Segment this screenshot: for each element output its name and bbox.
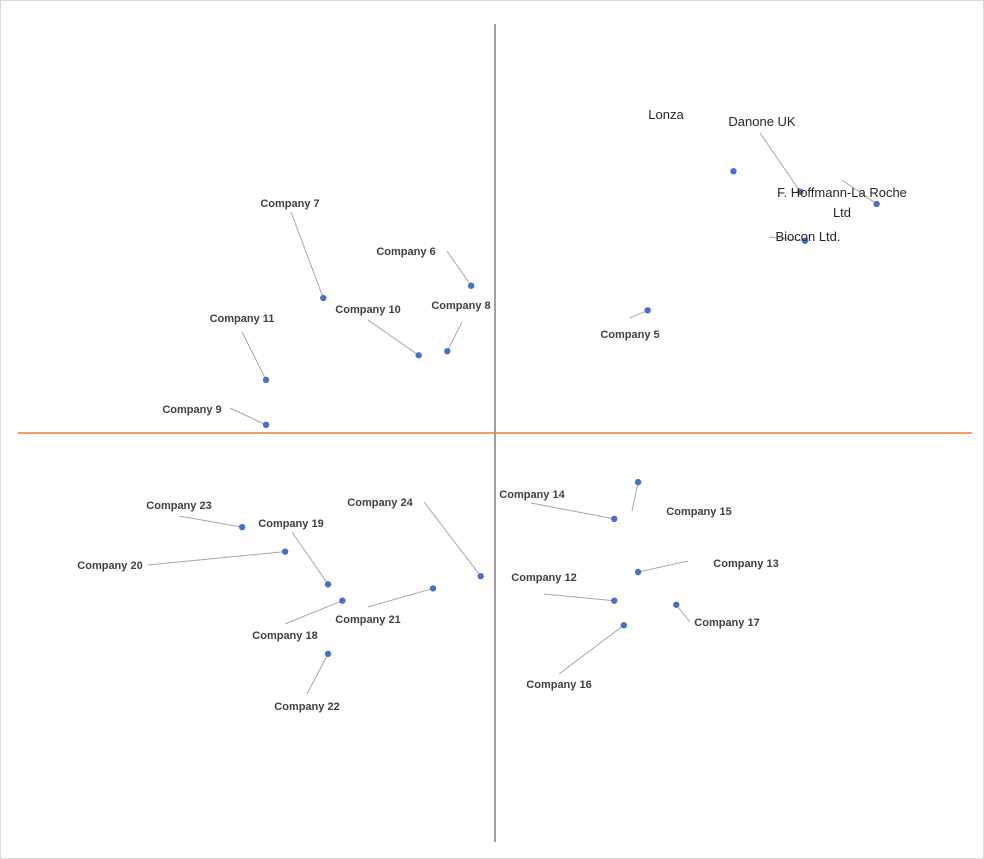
- data-label-p24: Company 24: [347, 497, 413, 509]
- data-label-p14: Company 14: [499, 489, 565, 501]
- data-label-p19: Company 19: [258, 518, 323, 530]
- leader-line-p19: [291, 531, 329, 585]
- data-label-p10: Company 10: [335, 304, 400, 316]
- data-label-p18: Company 18: [252, 630, 317, 642]
- leader-line-p17: [675, 604, 691, 623]
- data-point-p7: [320, 294, 327, 302]
- leader-line-p16: [558, 624, 625, 675]
- data-point-p2: [797, 188, 804, 195]
- data-point-p5: [644, 307, 651, 314]
- data-point-p17: [673, 601, 680, 608]
- data-point-p8: [444, 348, 451, 355]
- data-label-p8: Company 8: [431, 300, 490, 312]
- data-point-p21: [429, 585, 437, 592]
- leader-line-p24: [423, 501, 482, 577]
- data-point-p11: [262, 376, 270, 384]
- leader-line-p5: [629, 309, 648, 319]
- data-point-p4: [801, 237, 809, 244]
- data-point-p6: [467, 282, 475, 289]
- data-label-p16: Company 16: [526, 679, 591, 691]
- data-label-p4: Biocon Ltd.: [775, 229, 840, 244]
- data-label-p2: Danone UK: [728, 114, 796, 129]
- data-point-p22: [324, 650, 332, 658]
- data-point-p1: [730, 168, 737, 175]
- data-point-p16: [620, 622, 627, 629]
- leader-lines: [147, 132, 877, 695]
- data-label-p3: F. Hoffmann-La Roche Ltd: [777, 185, 907, 220]
- data-point-p9: [262, 421, 270, 429]
- leader-line-p20: [147, 551, 286, 566]
- data-label-p1: Lonza: [648, 107, 684, 122]
- data-point-p19: [324, 581, 332, 588]
- leader-line-p6: [446, 250, 472, 287]
- leader-line-p12: [543, 593, 615, 602]
- data-point-p24: [477, 572, 484, 580]
- data-points: [238, 168, 880, 658]
- data-point-p3: [873, 200, 880, 208]
- data-label-p13: Company 13: [713, 558, 778, 570]
- data-point-p15: [634, 478, 642, 486]
- data-point-p14: [611, 515, 618, 523]
- leader-line-p15: [631, 481, 639, 512]
- data-label-p12: Company 12: [511, 572, 576, 584]
- data-point-p13: [634, 568, 642, 576]
- data-label-p17: Company 17: [694, 617, 759, 629]
- leader-line-p21: [367, 587, 434, 608]
- leader-line-p18: [284, 600, 343, 625]
- data-labels: Lonza Danone UK F. Hoffmann-La Roche Ltd Bio…: [77, 107, 907, 713]
- leader-line-p3: [841, 179, 877, 205]
- leader-line-p23: [178, 515, 243, 528]
- leader-line-p4: [768, 236, 806, 242]
- leader-line-p22: [306, 653, 329, 695]
- leader-line-p7: [290, 211, 324, 299]
- data-point-p18: [339, 597, 346, 604]
- data-label-p7: Company 7: [260, 198, 319, 210]
- leader-line-p13: [637, 560, 689, 573]
- data-label-p5: Company 5: [600, 329, 659, 341]
- data-label-p23: Company 23: [146, 500, 211, 512]
- leader-line-p14: [530, 502, 615, 520]
- leader-line-p9: [229, 407, 267, 426]
- data-label-p21: Company 21: [335, 614, 400, 626]
- leader-line-p2: [759, 132, 801, 192]
- data-point-p10: [415, 352, 422, 359]
- leader-line-p11: [241, 331, 267, 381]
- data-label-p20: Company 20: [77, 560, 142, 572]
- data-label-p9: Company 9: [162, 404, 221, 416]
- data-label-p6: Company 6: [376, 246, 435, 258]
- data-point-p12: [611, 597, 618, 604]
- data-label-p11: Company 11: [210, 313, 275, 325]
- data-point-p20: [281, 548, 289, 555]
- data-label-p22: Company 22: [274, 701, 339, 713]
- data-label-p15: Company 15: [666, 506, 731, 518]
- leader-line-p8: [446, 321, 463, 352]
- data-point-p23: [238, 523, 246, 531]
- leader-line-p10: [367, 319, 419, 356]
